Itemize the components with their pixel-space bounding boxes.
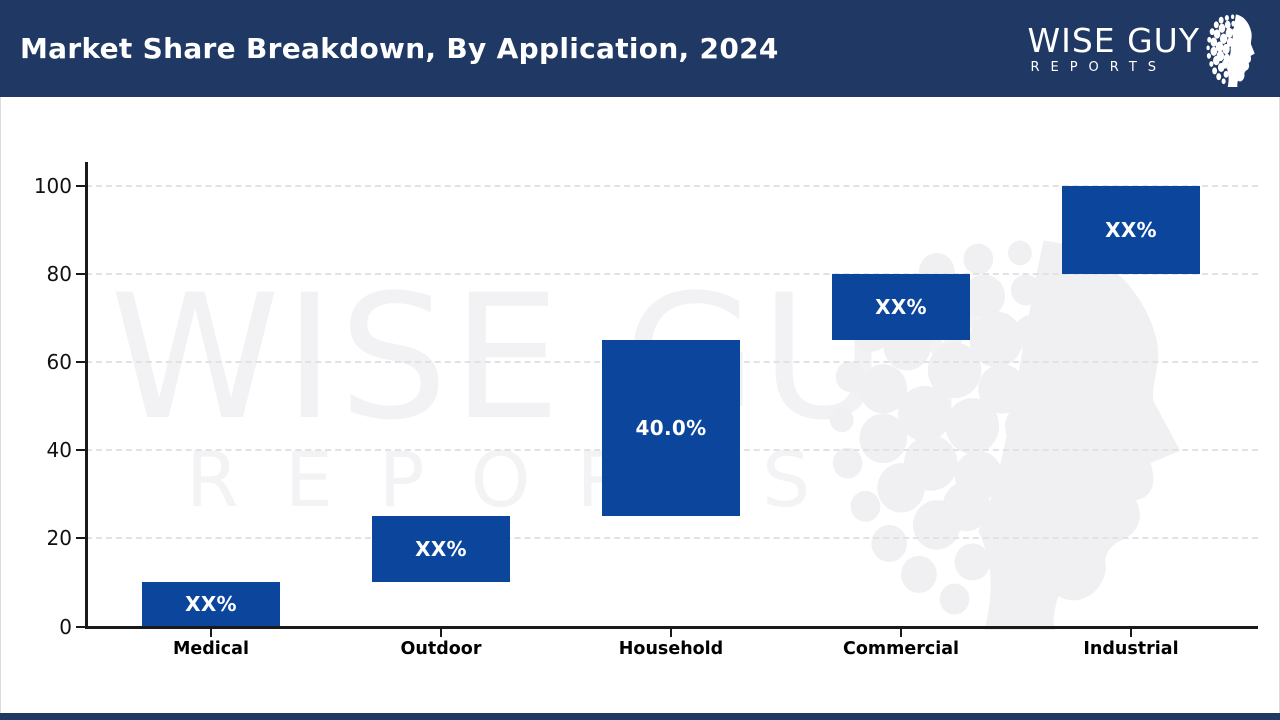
gridline-80	[86, 273, 1258, 276]
y-tick-mark-40	[76, 449, 85, 452]
brand-logo: WISE GUY REPORTS	[1027, 11, 1258, 87]
x-tick-mark-household	[670, 629, 672, 637]
x-tick-mark-industrial	[1130, 629, 1132, 637]
y-tick-label-60: 60	[46, 350, 72, 375]
x-tick-mark-medical	[210, 629, 212, 637]
x-axis-label-household: Household	[618, 639, 724, 659]
x-tick-mark-outdoor	[440, 629, 442, 637]
logo-subtext: REPORTS	[1030, 59, 1168, 75]
gridline-20	[86, 537, 1258, 540]
y-tick-label-20: 20	[46, 526, 72, 551]
y-tick-mark-20	[76, 537, 85, 540]
logo-head-icon	[1206, 13, 1255, 87]
bar-household: 40.0%	[602, 340, 740, 517]
y-tick-mark-80	[76, 273, 85, 276]
gridline-100	[86, 185, 1258, 187]
bar-commercial: XX%	[832, 274, 970, 341]
logo-wordmark: WISE GUY	[1027, 20, 1200, 60]
y-tick-mark-100	[76, 185, 85, 187]
x-axis-label-medical: Medical	[173, 639, 249, 659]
page-title: Market Share Breakdown, By Application, …	[20, 32, 779, 65]
bar-medical: XX%	[142, 582, 280, 627]
y-tick-label-100: 100	[33, 174, 72, 198]
x-axis-line	[85, 626, 1258, 629]
bar-value-label-household: 40.0%	[635, 416, 707, 441]
x-axis-label-outdoor: Outdoor	[400, 639, 482, 659]
bar-value-label-outdoor: XX%	[415, 537, 467, 562]
bar-industrial: XX%	[1062, 186, 1200, 275]
bar-value-label-commercial: XX%	[875, 295, 927, 320]
y-tick-label-0: 0	[59, 614, 72, 639]
header-bar: Market Share Breakdown, By Application, …	[0, 0, 1280, 97]
bar-outdoor: XX%	[372, 516, 510, 583]
y-tick-label-40: 40	[46, 438, 72, 463]
y-tick-label-80: 80	[46, 262, 72, 287]
y-axis-line	[85, 162, 88, 629]
bar-value-label-industrial: XX%	[1105, 218, 1157, 243]
y-tick-mark-60	[76, 361, 85, 364]
x-tick-mark-commercial	[900, 629, 902, 637]
x-axis-label-commercial: Commercial	[842, 639, 959, 659]
x-axis-label-industrial: Industrial	[1083, 639, 1179, 659]
y-tick-mark-0	[76, 625, 85, 628]
bar-value-label-medical: XX%	[185, 592, 237, 617]
footer-bar	[0, 713, 1280, 720]
